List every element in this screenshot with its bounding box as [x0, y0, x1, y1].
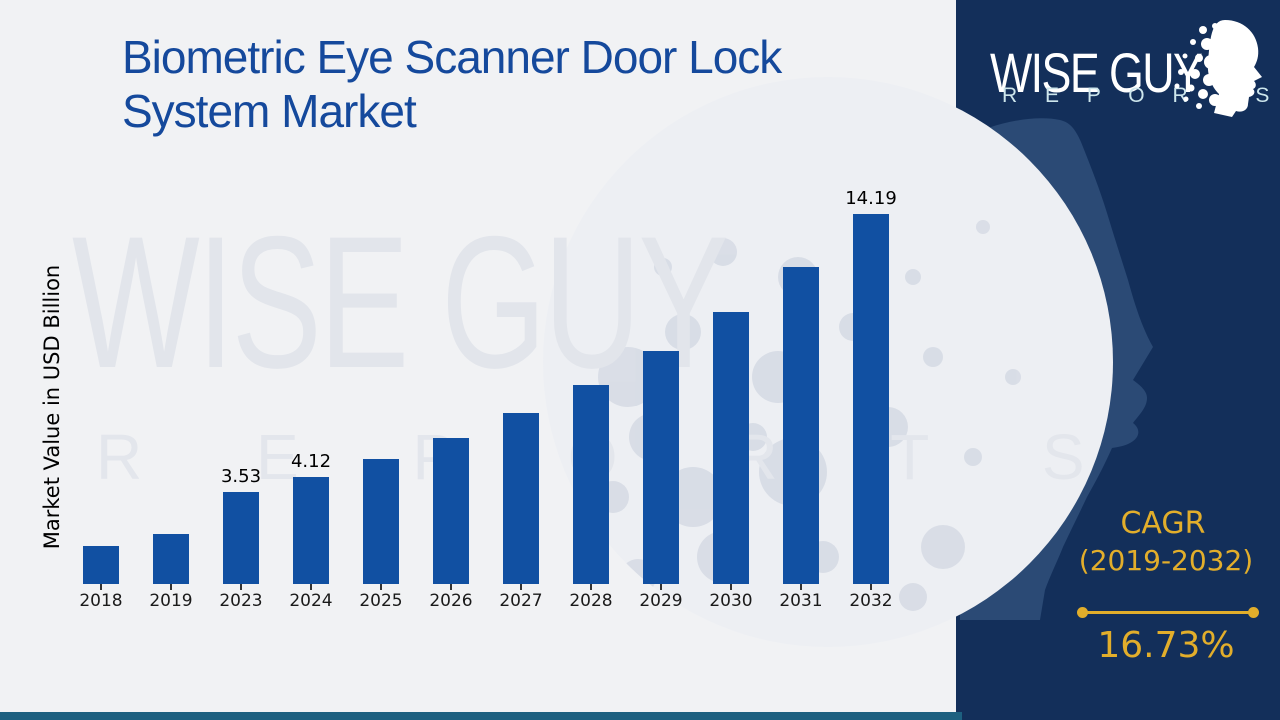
- bar-2025: [363, 459, 399, 584]
- footer-accent-strip: [0, 712, 962, 720]
- bar-2032: [853, 214, 889, 584]
- bar-2019: [153, 534, 189, 584]
- x-axis-tick-2032: [870, 584, 872, 590]
- x-axis-tick-label-2019: 2019: [149, 591, 193, 611]
- x-axis-tick-2026: [450, 584, 452, 590]
- bar-value-label-2024: 4.12: [290, 451, 332, 472]
- bar-2023: [223, 492, 259, 584]
- bar-2030: [713, 312, 749, 584]
- x-axis-tick-label-2018: 2018: [79, 591, 123, 611]
- bar-2031: [783, 267, 819, 584]
- x-axis-tick-2031: [800, 584, 802, 590]
- x-axis-tick-label-2025: 2025: [359, 591, 403, 611]
- x-axis-tick-label-2026: 2026: [429, 591, 473, 611]
- x-axis-tick-label-2031: 2031: [779, 591, 823, 611]
- bar-value-label-2023: 3.53: [220, 466, 262, 487]
- x-axis-tick-label-2024: 2024: [289, 591, 333, 611]
- bar-2018: [83, 546, 119, 584]
- x-axis-tick-2024: [310, 584, 312, 590]
- bar-2029: [643, 351, 679, 584]
- x-axis-tick-2029: [660, 584, 662, 590]
- x-axis-tick-2030: [730, 584, 732, 590]
- x-axis-tick-label-2029: 2029: [639, 591, 683, 611]
- x-axis-tick-2018: [100, 584, 102, 590]
- chart-title-line2: System Market: [122, 85, 417, 137]
- x-axis-tick-2025: [380, 584, 382, 590]
- chart-title-line1: Biometric Eye Scanner Door Lock: [122, 31, 782, 83]
- chart-title: Biometric Eye Scanner Door Lock System M…: [122, 30, 862, 138]
- x-axis-tick-2019: [170, 584, 172, 590]
- x-axis-tick-label-2030: 2030: [709, 591, 753, 611]
- bar-2026: [433, 438, 469, 584]
- x-axis-tick-2023: [240, 584, 242, 590]
- bar-2024: [293, 477, 329, 584]
- x-axis-tick-label-2032: 2032: [849, 591, 893, 611]
- x-axis-tick-label-2027: 2027: [499, 591, 543, 611]
- bar-2028: [573, 385, 609, 584]
- x-axis-tick-label-2028: 2028: [569, 591, 613, 611]
- x-axis-tick-label-2023: 2023: [219, 591, 263, 611]
- x-axis-tick-2027: [520, 584, 522, 590]
- watermark-wiseguy-text: WISE GUY: [72, 197, 729, 407]
- bar-2027: [503, 413, 539, 584]
- bar-value-label-2032: 14.19: [845, 188, 897, 209]
- x-axis-tick-2028: [590, 584, 592, 590]
